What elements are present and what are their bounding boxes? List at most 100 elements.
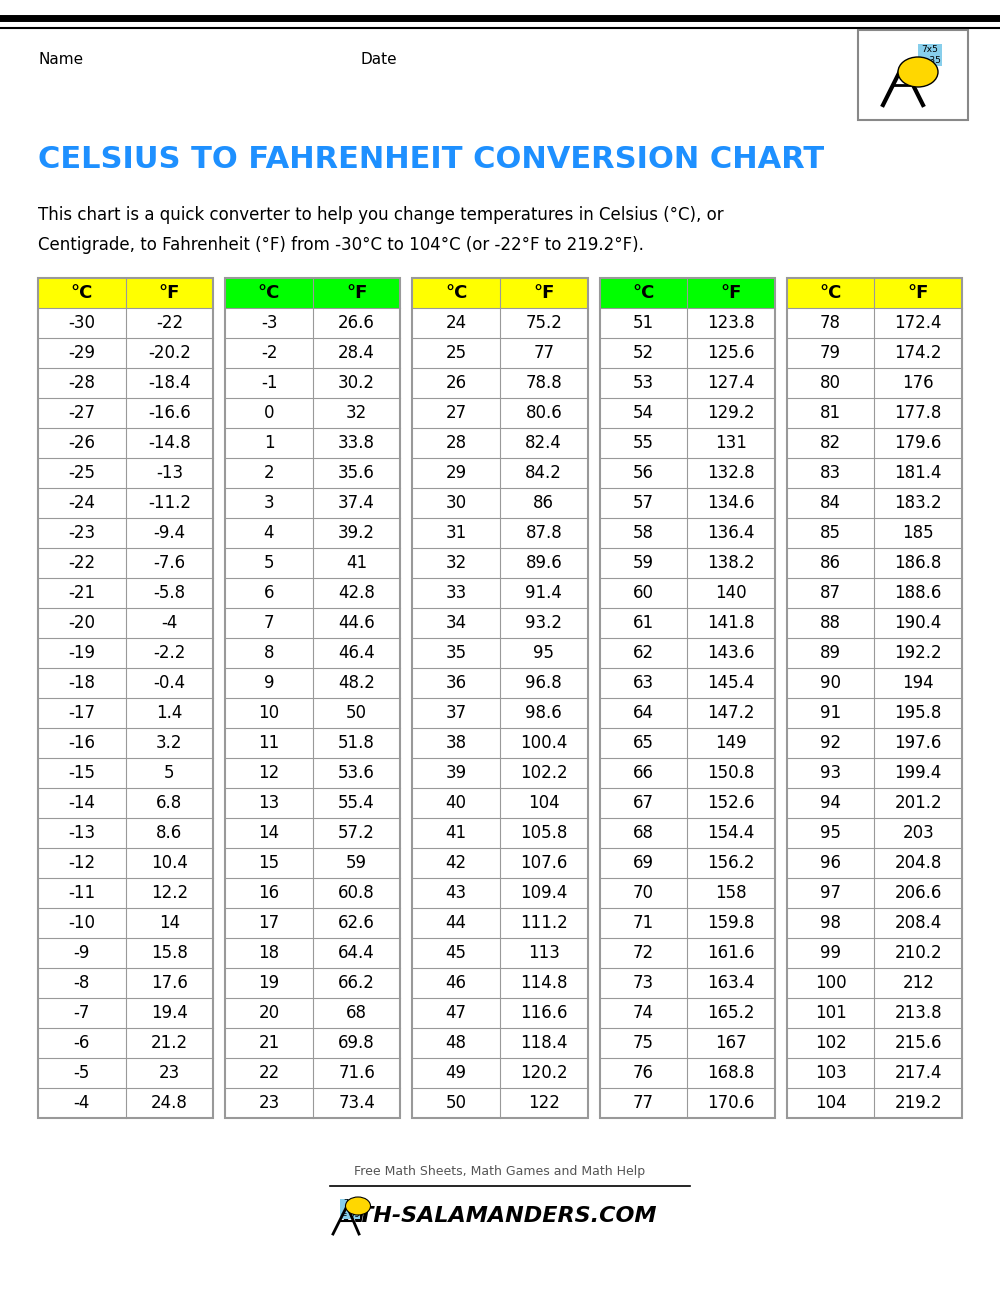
Text: 215.6: 215.6 bbox=[894, 1034, 942, 1052]
Bar bbox=[412, 367, 588, 399]
Text: 125.6: 125.6 bbox=[707, 344, 755, 362]
Bar bbox=[412, 938, 588, 968]
Text: °F: °F bbox=[346, 283, 367, 302]
Text: 84: 84 bbox=[820, 494, 841, 512]
Text: 102.2: 102.2 bbox=[520, 763, 568, 782]
Text: 197.6: 197.6 bbox=[895, 734, 942, 752]
Text: 3.2: 3.2 bbox=[156, 734, 183, 752]
Text: 7: 7 bbox=[264, 613, 274, 631]
Text: -19: -19 bbox=[68, 644, 95, 663]
Bar bbox=[412, 879, 588, 908]
Text: 41: 41 bbox=[346, 554, 367, 572]
Text: -26: -26 bbox=[68, 433, 95, 452]
Text: 98: 98 bbox=[820, 914, 841, 932]
Text: 70: 70 bbox=[633, 884, 654, 902]
Text: 90: 90 bbox=[820, 674, 841, 692]
Bar bbox=[225, 968, 400, 998]
Text: -22: -22 bbox=[156, 314, 183, 333]
Text: 102: 102 bbox=[815, 1034, 846, 1052]
Text: 132.8: 132.8 bbox=[707, 465, 755, 481]
Text: -29: -29 bbox=[68, 344, 95, 362]
Text: 201.2: 201.2 bbox=[894, 795, 942, 813]
Text: 18: 18 bbox=[258, 945, 280, 961]
Text: 42: 42 bbox=[446, 854, 467, 872]
Text: 83: 83 bbox=[820, 465, 841, 481]
Text: 67: 67 bbox=[633, 795, 654, 813]
Text: 44.6: 44.6 bbox=[338, 613, 375, 631]
Bar bbox=[600, 399, 775, 428]
Text: 22: 22 bbox=[258, 1064, 280, 1082]
Bar bbox=[412, 399, 588, 428]
Bar bbox=[412, 518, 588, 547]
Text: 28: 28 bbox=[446, 433, 467, 452]
Text: 186.8: 186.8 bbox=[895, 554, 942, 572]
Text: 93: 93 bbox=[820, 763, 841, 782]
Text: 75.2: 75.2 bbox=[525, 314, 562, 333]
Text: 37: 37 bbox=[446, 704, 467, 722]
Text: 185: 185 bbox=[902, 524, 934, 542]
Bar bbox=[225, 1058, 400, 1088]
Text: 206.6: 206.6 bbox=[895, 884, 942, 902]
Text: °C: °C bbox=[71, 283, 93, 302]
Text: 113: 113 bbox=[528, 945, 560, 961]
Text: 109.4: 109.4 bbox=[520, 884, 567, 902]
Text: 3: 3 bbox=[264, 494, 274, 512]
Bar bbox=[225, 668, 400, 697]
Text: °F: °F bbox=[720, 283, 742, 302]
Text: 104: 104 bbox=[528, 795, 560, 813]
Text: 104: 104 bbox=[815, 1093, 846, 1112]
Bar bbox=[600, 367, 775, 399]
Bar bbox=[38, 938, 213, 968]
Bar bbox=[412, 278, 588, 308]
Text: 219.2: 219.2 bbox=[894, 1093, 942, 1112]
Bar bbox=[38, 428, 213, 458]
Bar bbox=[412, 788, 588, 818]
Text: 62.6: 62.6 bbox=[338, 914, 375, 932]
Text: 43: 43 bbox=[446, 884, 467, 902]
Text: 74: 74 bbox=[633, 1004, 654, 1022]
Bar bbox=[38, 848, 213, 879]
Text: 17.6: 17.6 bbox=[151, 974, 188, 992]
Text: 91.4: 91.4 bbox=[525, 584, 562, 602]
Text: 114.8: 114.8 bbox=[520, 974, 568, 992]
Bar bbox=[225, 428, 400, 458]
Bar bbox=[38, 308, 213, 338]
Bar bbox=[38, 399, 213, 428]
Bar bbox=[225, 308, 400, 338]
Bar bbox=[787, 399, 962, 428]
Text: 68: 68 bbox=[633, 824, 654, 842]
Bar bbox=[412, 697, 588, 729]
Text: 40: 40 bbox=[446, 795, 467, 813]
Text: -4: -4 bbox=[74, 1093, 90, 1112]
Text: 51.8: 51.8 bbox=[338, 734, 375, 752]
Text: 84.2: 84.2 bbox=[525, 465, 562, 481]
Text: -1: -1 bbox=[261, 374, 277, 392]
Text: 93.2: 93.2 bbox=[525, 613, 562, 631]
Text: 6: 6 bbox=[264, 584, 274, 602]
Text: 118.4: 118.4 bbox=[520, 1034, 568, 1052]
Text: 96.8: 96.8 bbox=[525, 674, 562, 692]
Bar bbox=[225, 1088, 400, 1118]
Bar bbox=[225, 278, 400, 1118]
Text: 66: 66 bbox=[633, 763, 654, 782]
Text: 16: 16 bbox=[258, 884, 280, 902]
Bar bbox=[600, 638, 775, 668]
FancyBboxPatch shape bbox=[858, 30, 968, 120]
Text: -18.4: -18.4 bbox=[148, 374, 191, 392]
Bar bbox=[412, 668, 588, 697]
Bar bbox=[38, 278, 213, 308]
Text: 204.8: 204.8 bbox=[895, 854, 942, 872]
Text: 9: 9 bbox=[264, 674, 274, 692]
Bar bbox=[787, 668, 962, 697]
Text: 105.8: 105.8 bbox=[520, 824, 567, 842]
Text: 170.6: 170.6 bbox=[707, 1093, 755, 1112]
Bar bbox=[225, 818, 400, 848]
Text: 60: 60 bbox=[633, 584, 654, 602]
Text: 129.2: 129.2 bbox=[707, 404, 755, 422]
Bar bbox=[787, 488, 962, 518]
Text: -7: -7 bbox=[74, 1004, 90, 1022]
Text: 50: 50 bbox=[446, 1093, 467, 1112]
Bar bbox=[38, 1058, 213, 1088]
Text: -17: -17 bbox=[68, 704, 95, 722]
Text: 122: 122 bbox=[528, 1093, 560, 1112]
